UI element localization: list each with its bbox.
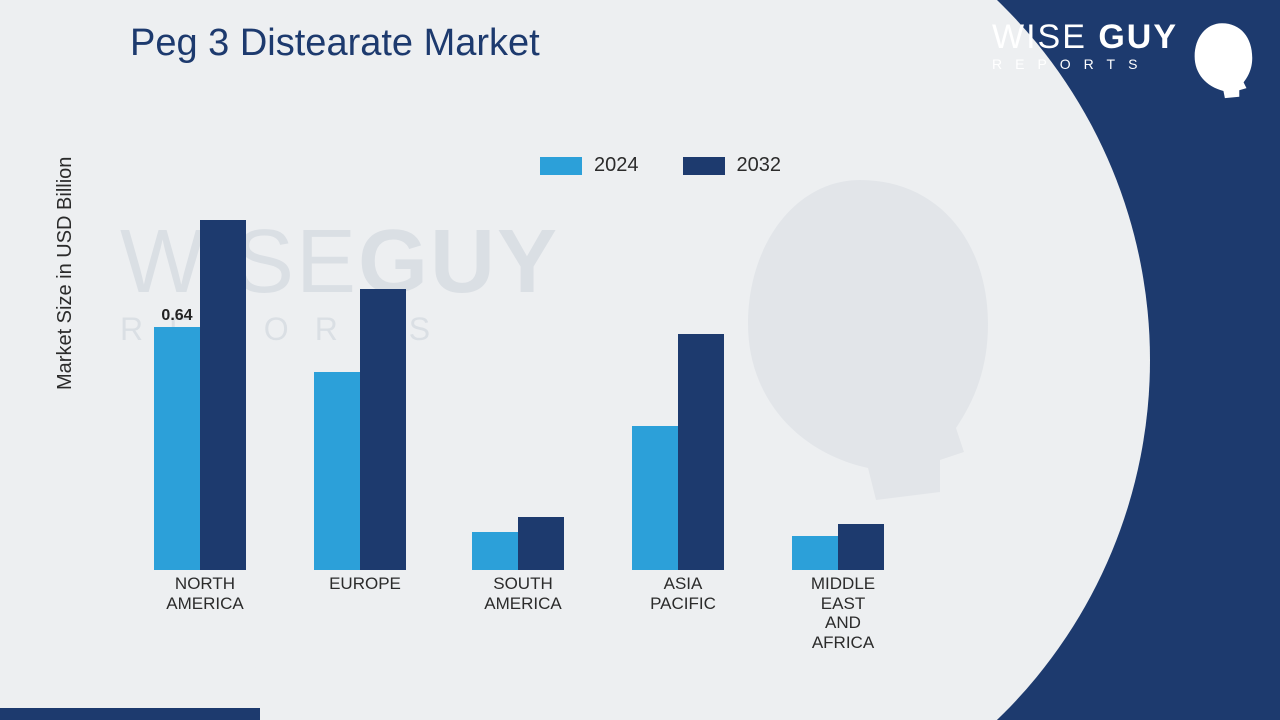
x-tick-label: MIDDLEEASTANDAFRICA: [778, 574, 908, 652]
bar-2032: [200, 220, 246, 570]
logo-line1a: WISE: [992, 18, 1087, 56]
bar-2024: [792, 536, 838, 570]
x-tick-label: SOUTHAMERICA: [458, 574, 588, 613]
x-tick-label: NORTHAMERICA: [140, 574, 270, 613]
bar-value-label: 0.64: [154, 307, 200, 327]
brand-logo: WISE GUY REPORTS: [992, 20, 1252, 110]
bar-2032: [360, 289, 406, 570]
bar-2024: [314, 372, 360, 570]
chart-area: Market Size in USD Billion 0.64 NORTHAME…: [60, 150, 940, 680]
bar-2024: [632, 426, 678, 570]
bar-2032: [518, 517, 564, 570]
plot-area: 0.64: [110, 190, 930, 570]
bar-2032: [838, 524, 884, 570]
bar-2024: [154, 327, 200, 570]
y-axis-label: Market Size in USD Billion: [54, 157, 77, 390]
bottom-accent-bar: [0, 708, 260, 720]
logo-line1b: GUY: [1098, 18, 1178, 56]
chart-canvas: WISEGUY REPORTS WISE GUY REPORTS Peg 3 D…: [0, 0, 1280, 720]
bar-2024: [472, 532, 518, 570]
x-tick-label: EUROPE: [300, 574, 430, 594]
chart-title: Peg 3 Distearate Market: [130, 22, 540, 65]
logo-head-icon: [1186, 20, 1258, 100]
x-tick-label: ASIAPACIFIC: [618, 574, 748, 613]
bar-2032: [678, 334, 724, 570]
